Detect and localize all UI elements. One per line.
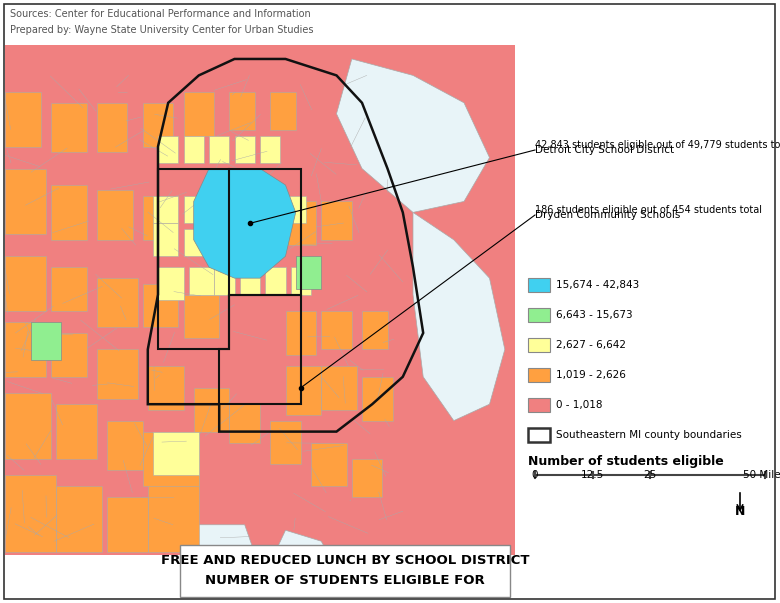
Bar [285, 311, 316, 355]
Bar [183, 136, 204, 163]
Text: 0: 0 [532, 470, 538, 480]
Bar [153, 196, 179, 223]
Bar [285, 196, 306, 223]
Polygon shape [275, 530, 336, 590]
Text: Number of students eligible: Number of students eligible [528, 455, 724, 468]
Bar [260, 229, 280, 256]
Bar [180, 545, 510, 597]
Bar [189, 267, 214, 295]
Bar [235, 136, 255, 163]
Bar [528, 278, 550, 292]
Bar [5, 475, 56, 552]
Bar [143, 103, 173, 147]
Text: NUMBER OF STUDENTS ELIGIBLE FOR: NUMBER OF STUDENTS ELIGIBLE FOR [205, 573, 485, 587]
Bar [239, 267, 260, 295]
Bar [229, 404, 260, 443]
Bar [214, 267, 235, 295]
Bar [51, 267, 87, 311]
Bar [528, 368, 550, 382]
Bar [528, 308, 550, 322]
Text: N: N [735, 505, 745, 518]
Polygon shape [336, 59, 490, 212]
Bar [158, 267, 183, 300]
Bar [229, 92, 255, 130]
Bar [147, 366, 183, 409]
Bar [143, 196, 173, 240]
Bar [209, 229, 229, 256]
Polygon shape [193, 169, 296, 278]
Bar [183, 229, 209, 256]
Text: Sources: Center for Educational Performance and Information: Sources: Center for Educational Performa… [10, 9, 310, 19]
Bar [51, 185, 87, 240]
Bar [97, 349, 137, 399]
Text: 6,643 - 15,673: 6,643 - 15,673 [556, 310, 633, 320]
Bar [107, 421, 143, 470]
Text: 42,843 students eligible out of 49,779 students total: 42,843 students eligible out of 49,779 s… [535, 140, 780, 150]
Bar [270, 92, 296, 130]
Bar [183, 295, 219, 338]
Bar [147, 475, 199, 552]
Bar [143, 283, 179, 327]
Text: 0 - 1,018: 0 - 1,018 [556, 400, 602, 410]
Bar [311, 443, 346, 487]
Bar [362, 377, 392, 421]
Bar [183, 92, 214, 136]
Bar [235, 229, 255, 256]
Text: 15,674 - 42,843: 15,674 - 42,843 [556, 280, 640, 290]
Text: 186 students eligible out of 454 students total: 186 students eligible out of 454 student… [535, 205, 762, 215]
Bar [528, 398, 550, 412]
Bar [260, 136, 280, 163]
Bar [97, 278, 137, 327]
Bar [362, 311, 388, 349]
Bar [153, 223, 179, 256]
Bar [235, 196, 255, 223]
Bar [260, 196, 280, 223]
Bar [5, 393, 51, 459]
Text: Dryden Community Schools: Dryden Community Schools [535, 210, 680, 220]
Bar [5, 169, 46, 235]
Bar [291, 267, 311, 295]
Bar [265, 267, 285, 295]
Bar [51, 103, 87, 152]
Bar [321, 366, 357, 409]
Text: Detroit City School District: Detroit City School District [535, 145, 674, 155]
Bar [5, 322, 46, 377]
Bar [528, 338, 550, 352]
Bar [5, 92, 41, 147]
Polygon shape [183, 525, 260, 585]
Bar [285, 366, 321, 415]
Bar [5, 256, 46, 311]
Bar [352, 459, 382, 497]
Bar [153, 432, 199, 475]
Polygon shape [413, 212, 505, 421]
Bar [193, 388, 229, 432]
Bar [209, 136, 229, 163]
Bar [528, 428, 550, 442]
Text: Prepared by: Wayne State University Center for Urban Studies: Prepared by: Wayne State University Cent… [10, 25, 314, 35]
Bar [209, 196, 229, 223]
Bar [158, 136, 179, 163]
Bar [321, 311, 352, 349]
Text: 25: 25 [644, 470, 657, 480]
Bar [107, 497, 147, 552]
Text: Southeastern MI county boundaries: Southeastern MI county boundaries [556, 430, 742, 440]
Bar [97, 191, 133, 240]
Text: 12.5: 12.5 [581, 470, 604, 480]
Bar [97, 103, 127, 152]
Text: 1,019 - 2,626: 1,019 - 2,626 [556, 370, 626, 380]
Bar [56, 404, 97, 459]
Text: 50 Miles: 50 Miles [743, 470, 780, 480]
Bar [30, 322, 61, 361]
Bar [285, 201, 316, 245]
Bar [183, 196, 204, 223]
Bar [143, 432, 199, 487]
Text: 2,627 - 6,642: 2,627 - 6,642 [556, 340, 626, 350]
Bar [56, 487, 102, 552]
Bar [51, 333, 87, 377]
Bar [5, 45, 515, 555]
Bar [321, 201, 352, 240]
Bar [296, 256, 321, 289]
Text: FREE AND REDUCED LUNCH BY SCHOOL DISTRICT: FREE AND REDUCED LUNCH BY SCHOOL DISTRIC… [161, 554, 530, 566]
Bar [270, 421, 301, 464]
